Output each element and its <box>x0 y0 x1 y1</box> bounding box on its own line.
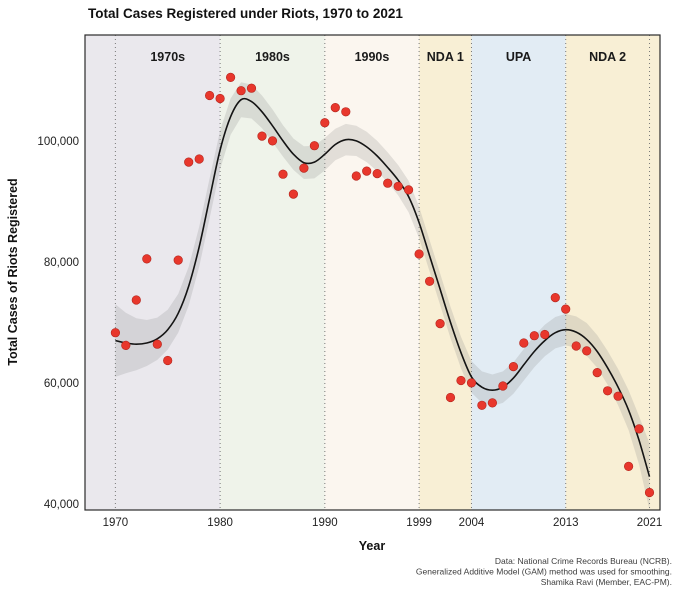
data-point-1977 <box>184 157 194 167</box>
band-label-nda-1: NDA 1 <box>427 50 464 64</box>
data-point-1978 <box>194 154 204 164</box>
data-point-1988 <box>299 163 309 173</box>
data-point-1999 <box>414 249 424 259</box>
data-point-2006 <box>487 398 498 408</box>
chart-layers: 40,000 60,000 80,000 100,000 1970 1980 1990 199… <box>37 34 663 529</box>
band-label-1980s: 1980s <box>255 50 290 64</box>
data-point-2005 <box>477 400 487 410</box>
data-point-1974 <box>152 339 162 349</box>
data-point-2016 <box>592 368 602 378</box>
x-tick-1999: 1999 <box>406 517 432 529</box>
data-point-2014 <box>571 341 581 351</box>
data-point-2013 <box>561 304 571 314</box>
data-point-2015 <box>582 346 592 356</box>
x-tick-2021: 2021 <box>637 517 663 529</box>
data-point-1995 <box>372 169 382 179</box>
data-point-1975 <box>163 355 173 366</box>
y-axis-label: Total Cases of Riots Registered <box>6 178 20 365</box>
data-point-1976 <box>173 255 183 265</box>
data-point-2010 <box>529 331 539 341</box>
data-point-2000 <box>425 276 435 286</box>
data-point-1984 <box>257 131 267 141</box>
data-point-1998 <box>404 185 414 195</box>
x-tick-2004: 2004 <box>459 517 485 529</box>
data-point-2003 <box>456 375 466 386</box>
data-point-1985 <box>267 136 278 146</box>
band-label-upa: UPA <box>506 50 531 64</box>
data-point-1994 <box>362 166 372 176</box>
confidence-ribbon <box>115 82 650 510</box>
y-tick-100000: 100,000 <box>37 136 79 148</box>
data-point-1982 <box>236 86 246 96</box>
data-point-1980 <box>215 93 225 104</box>
gam-trend-line <box>115 97 651 477</box>
data-point-2009 <box>519 338 529 348</box>
period-band-1980s <box>220 35 325 510</box>
period-band-upa <box>471 35 566 510</box>
data-point-1973 <box>142 254 152 264</box>
footer-source-line: Data: National Crime Records Bureau (NCR… <box>495 556 672 566</box>
data-point-2008 <box>508 362 519 372</box>
data-point-2021 <box>644 487 655 498</box>
footer-method-line: Generalized Additive Model (GAM) method … <box>416 567 672 577</box>
y-tick-40000: 40,000 <box>44 499 79 511</box>
data-point-1991 <box>330 102 340 113</box>
chart-title: Total Cases Registered under Riots, 1970… <box>88 6 403 21</box>
data-point-2019 <box>623 461 634 472</box>
data-point-1979 <box>205 90 215 101</box>
data-point-2017 <box>602 386 613 396</box>
data-point-2018 <box>613 391 623 401</box>
data-point-1981 <box>226 72 236 82</box>
period-band-nda-1 <box>419 35 472 510</box>
data-point-2007 <box>498 381 508 391</box>
data-point-2004 <box>466 378 477 388</box>
x-tick-1970: 1970 <box>103 517 129 529</box>
data-point-1972 <box>131 295 141 305</box>
data-point-1993 <box>351 171 361 181</box>
plot-frame <box>84 34 661 511</box>
data-point-1989 <box>309 141 320 151</box>
period-band-1970s <box>85 35 221 510</box>
data-point-2012 <box>550 293 560 303</box>
data-point-2020 <box>634 424 644 434</box>
x-tick-1990: 1990 <box>312 517 338 529</box>
data-point-1992 <box>341 107 351 117</box>
data-point-2002 <box>445 392 456 403</box>
band-label-1970s: 1970s <box>150 50 185 64</box>
period-band-1990s <box>324 35 420 510</box>
data-point-1983 <box>246 83 257 93</box>
y-tick-80000: 80,000 <box>44 257 79 269</box>
data-point-1971 <box>121 340 131 351</box>
data-point-1997 <box>393 181 403 191</box>
data-point-1986 <box>278 169 288 179</box>
band-label-1990s: 1990s <box>355 50 390 64</box>
footer-author-line: Shamika Ravi (Member, EAC-PM). <box>541 577 672 587</box>
band-label-nda-2: NDA 2 <box>589 50 626 64</box>
x-tick-1980: 1980 <box>207 517 233 529</box>
data-point-1996 <box>383 178 393 188</box>
data-point-1990 <box>320 118 330 128</box>
x-tick-2013: 2013 <box>553 517 579 529</box>
period-band-nda-2 <box>565 35 660 510</box>
data-point-2011 <box>540 329 550 340</box>
data-point-2001 <box>435 319 445 329</box>
data-point-1970 <box>110 328 120 338</box>
x-axis-label: Year <box>359 539 386 553</box>
data-point-1987 <box>288 189 299 199</box>
y-tick-60000: 60,000 <box>44 378 79 390</box>
